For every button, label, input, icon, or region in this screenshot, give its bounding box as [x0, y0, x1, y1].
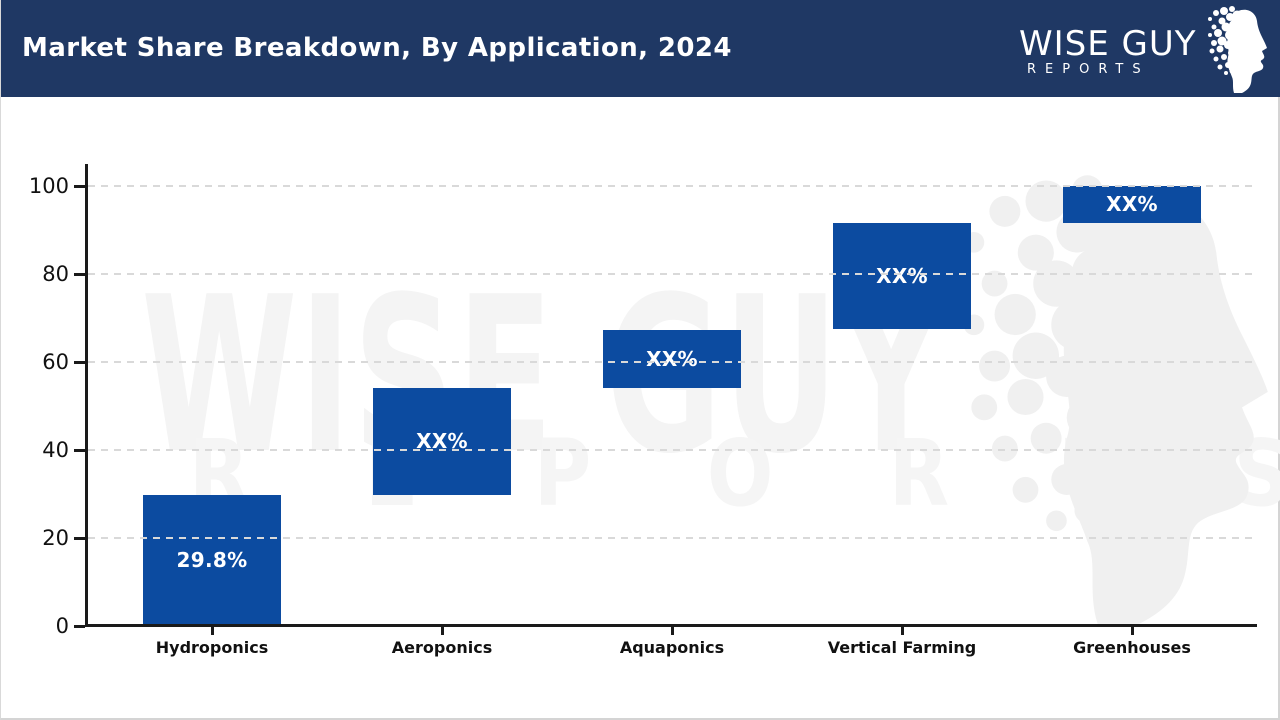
x-axis-label-hydroponics: Hydroponics — [155, 638, 269, 657]
gridline-20 — [88, 537, 1257, 539]
bar-value-label: XX% — [876, 264, 928, 289]
x-axis-label-vertical-farming: Vertical Farming — [827, 638, 977, 657]
y-tick-mark-40 — [74, 449, 85, 452]
y-tick-label-100: 100 — [28, 174, 69, 198]
x-axis-label-aquaponics: Aquaponics — [619, 638, 725, 657]
gridline-40 — [88, 449, 1257, 451]
bar-hydroponics: 29.8% — [143, 494, 281, 626]
y-tick-mark-60 — [74, 361, 85, 364]
x-tick-mark-aquaponics — [670, 627, 674, 635]
bar-value-label: 29.8% — [176, 548, 248, 573]
bar-greenhouses: XX% — [1063, 186, 1201, 223]
y-tick-mark-0 — [74, 625, 85, 628]
gridline-60 — [88, 361, 1257, 363]
page-title: Market Share Breakdown, By Application, … — [22, 33, 732, 63]
y-tick-label-80: 80 — [42, 262, 69, 286]
y-tick-label-40: 40 — [42, 438, 69, 462]
logo-subtext: REPORTS — [1027, 62, 1150, 77]
x-axis-label-greenhouses: Greenhouses — [1073, 638, 1191, 657]
x-tick-mark-aeroponics — [440, 627, 444, 635]
x-axis-line — [85, 624, 1257, 627]
bar-value-label: XX% — [646, 346, 698, 371]
face-profile-icon — [1208, 6, 1267, 93]
y-tick-label-20: 20 — [42, 526, 69, 550]
logo-wordmark: WISE GUY — [1019, 24, 1197, 64]
bar-aeroponics: XX% — [373, 387, 511, 495]
gridline-80 — [88, 273, 1257, 275]
y-tick-mark-20 — [74, 537, 85, 540]
x-tick-mark-vertical-farming — [900, 627, 904, 635]
wise-guy-logo: WISE GUY REPORTS — [1019, 0, 1269, 97]
bar-value-label: XX% — [1106, 192, 1158, 217]
x-axis-label-aeroponics: Aeroponics — [391, 638, 493, 657]
bar-aquaponics: XX% — [603, 329, 741, 388]
header-bar: Market Share Breakdown, By Application, … — [1, 0, 1280, 97]
y-tick-label-0: 0 — [55, 614, 69, 638]
y-tick-label-60: 60 — [42, 350, 69, 374]
y-tick-mark-100 — [74, 185, 85, 188]
x-tick-mark-hydroponics — [210, 627, 214, 635]
x-tick-mark-greenhouses — [1130, 627, 1134, 635]
chart-area: 0 20 40 60 80 100 29.8% Hydroponics XX% Aeroponic… — [1, 97, 1280, 720]
bar-vertical-farming: XX% — [833, 222, 971, 330]
gridline-100 — [88, 185, 1257, 187]
y-tick-mark-80 — [74, 273, 85, 276]
y-axis-line — [85, 164, 88, 626]
